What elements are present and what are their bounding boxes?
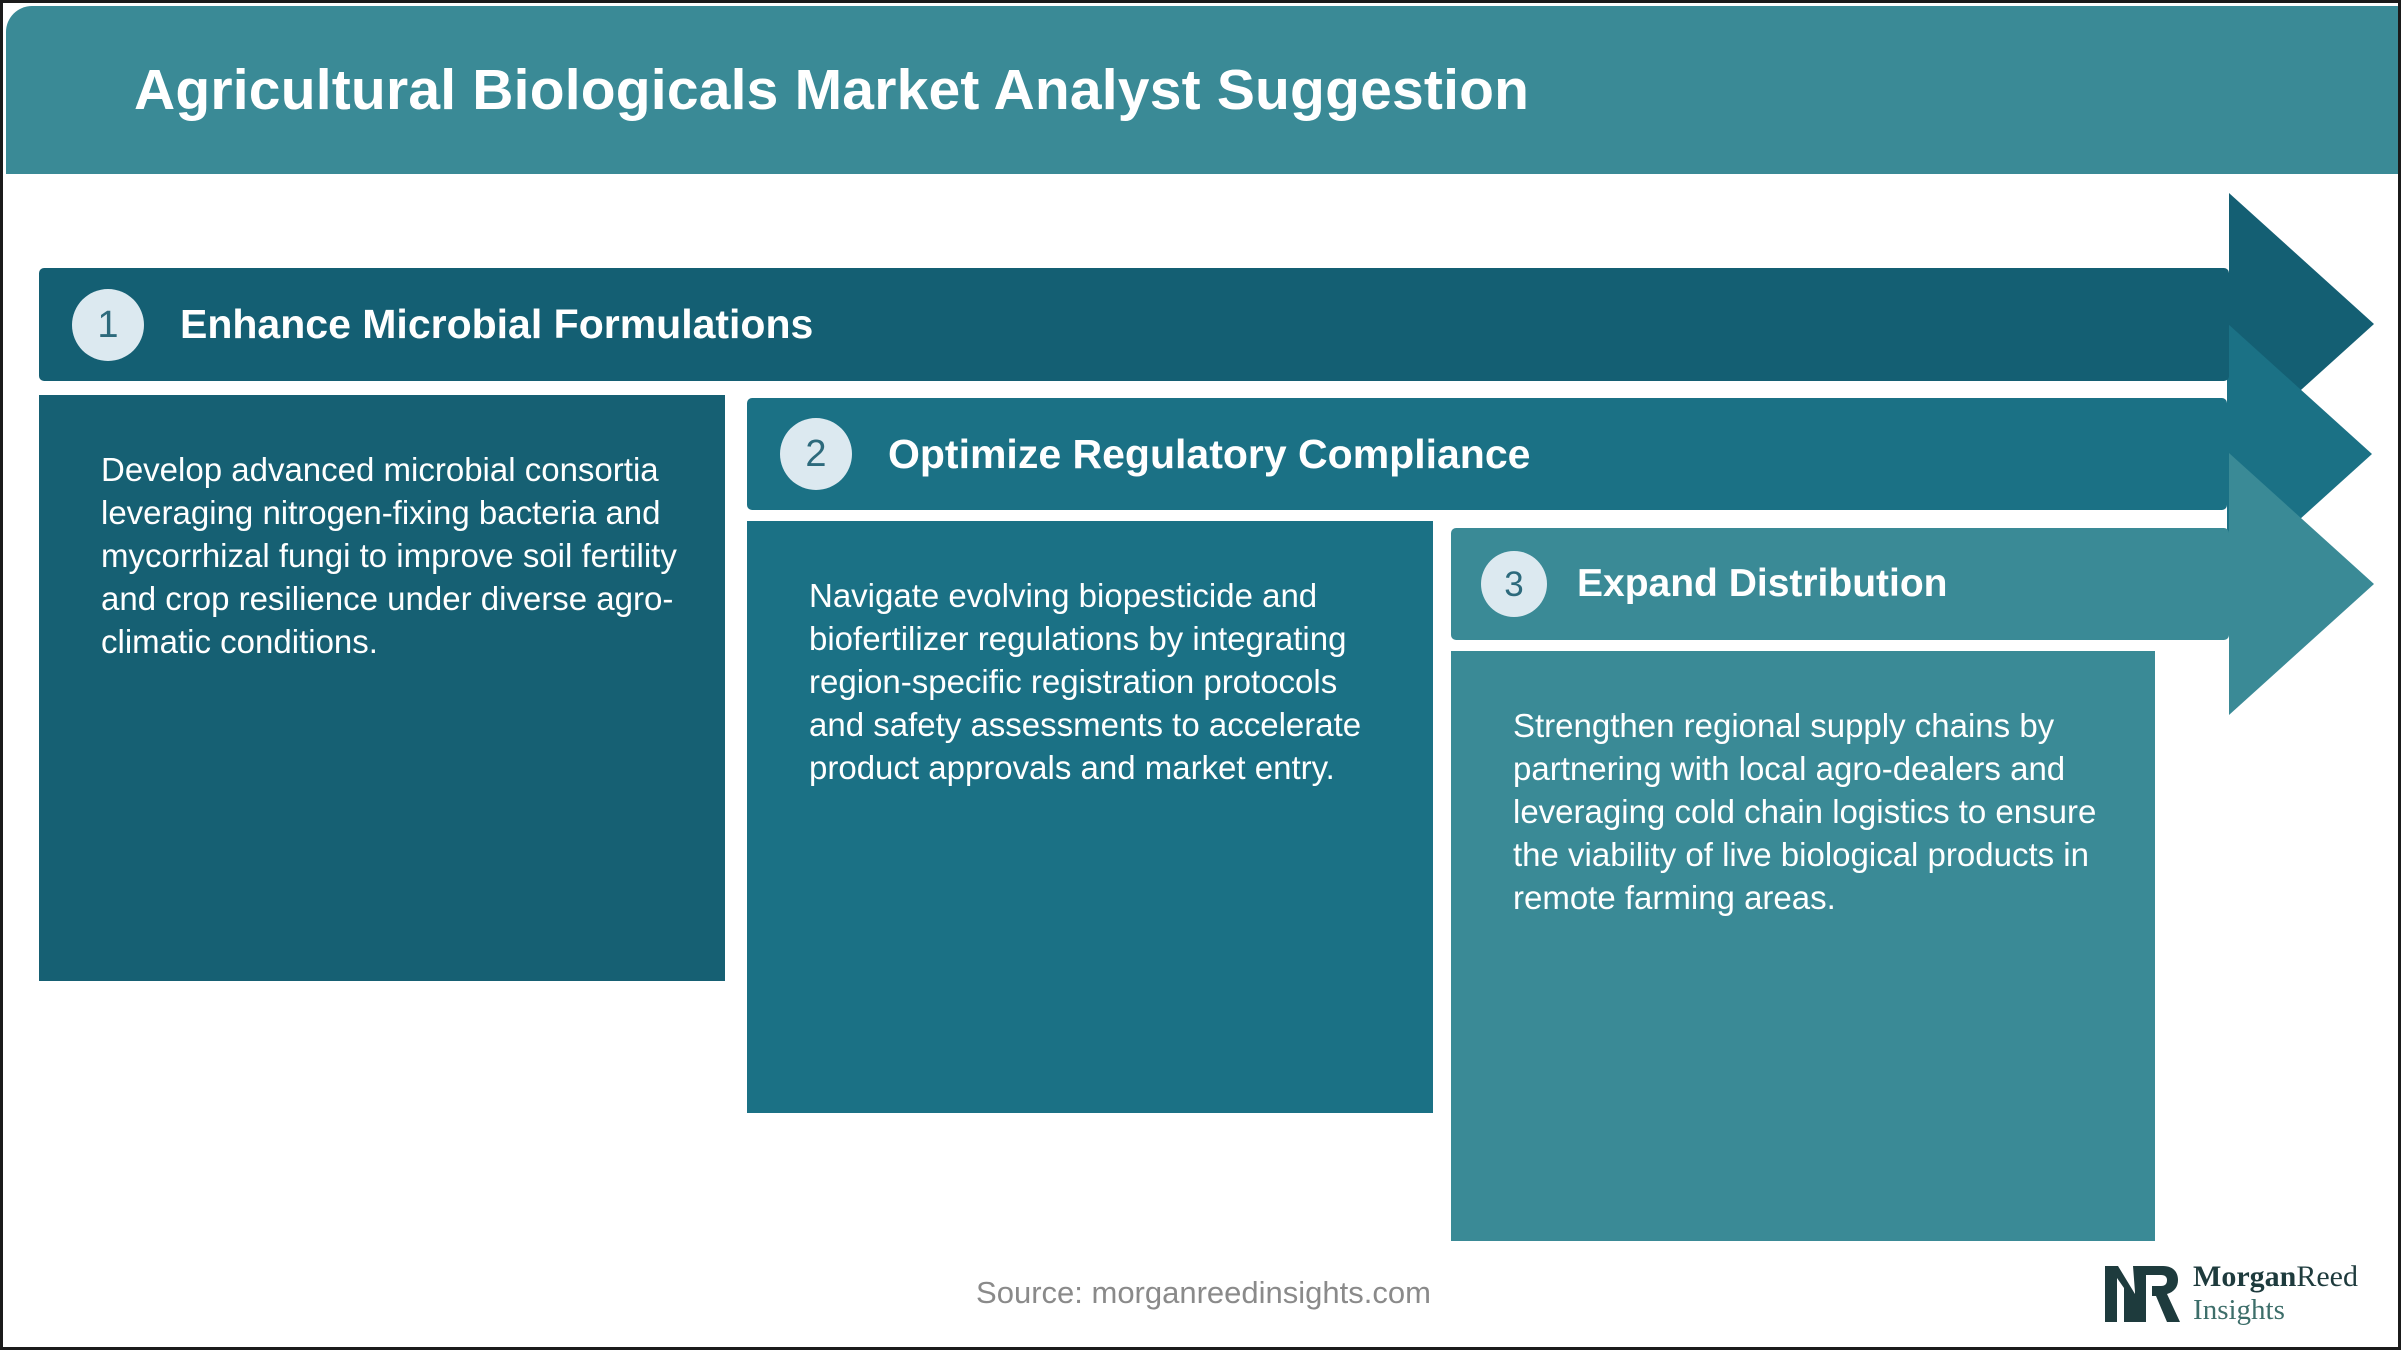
arrow-head-3	[2229, 453, 2374, 715]
step-card-2: Navigate evolving biopesticide and biofe…	[747, 521, 1433, 1113]
logo-line-2: Insights	[2193, 1293, 2285, 1326]
step-number-3: 3	[1504, 564, 1524, 604]
step-card-3: Strengthen regional supply chains by par…	[1451, 651, 2155, 1241]
header-banner: Agricultural Biologicals Market Analyst …	[6, 6, 2398, 174]
page-title: Agricultural Biologicals Market Analyst …	[134, 58, 1530, 122]
step-band-3[interactable]: 3 Expand Distribution	[1451, 528, 2229, 640]
logo-morgan: Morgan	[2193, 1259, 2297, 1293]
brand-logo: MorganReed Insights	[2103, 1257, 2358, 1329]
step-body-2: Navigate evolving biopesticide and biofe…	[809, 577, 1362, 786]
step-number-badge-1: 1	[72, 288, 144, 361]
logo-line-1: MorganReed	[2193, 1259, 2358, 1293]
mr-monogram-icon	[2105, 1266, 2181, 1322]
step-number-1: 1	[97, 303, 119, 346]
step-title-3: Expand Distribution	[1577, 562, 1948, 605]
step-title-2: Optimize Regulatory Compliance	[888, 430, 1531, 477]
step-body-1: Develop advanced microbial consortia lev…	[101, 451, 677, 660]
step-number-badge-2: 2	[780, 418, 852, 490]
step-title-1: Enhance Microbial Formulations	[180, 301, 814, 347]
step-card-1: Develop advanced microbial consortia lev…	[39, 395, 725, 981]
step-number-2: 2	[805, 433, 827, 475]
logo-reed: Reed	[2296, 1259, 2358, 1293]
arrow-head-1	[2229, 193, 2374, 455]
logo-wordmark: MorganReed Insights	[2193, 1259, 2358, 1326]
step-band-1[interactable]: 1 Enhance Microbial Formulations	[39, 268, 2229, 381]
arrow-head-2	[2227, 323, 2372, 585]
step-number-badge-3: 3	[1481, 551, 1547, 617]
source-attribution: Source: morganreedinsights.com	[976, 1275, 1431, 1310]
step-band-2[interactable]: 2 Optimize Regulatory Compliance	[747, 398, 2227, 510]
step-body-3: Strengthen regional supply chains by par…	[1513, 707, 2097, 916]
